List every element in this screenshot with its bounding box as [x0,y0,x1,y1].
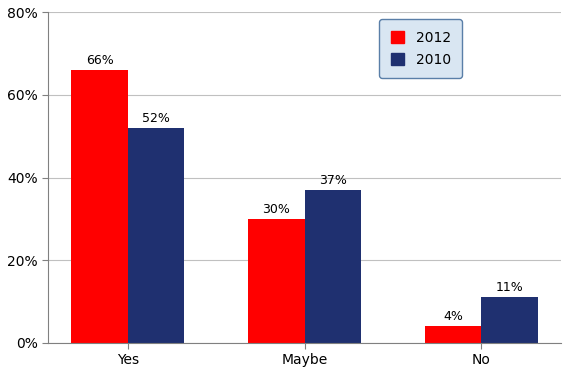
Bar [425,326,481,343]
Bar [72,70,128,343]
Text: 37%: 37% [319,174,347,187]
Bar [248,219,304,343]
Text: 30%: 30% [262,202,290,215]
Text: 11%: 11% [496,281,523,294]
Legend: 2012, 2010: 2012, 2010 [379,19,462,78]
Bar [481,297,538,343]
Text: 52%: 52% [142,112,170,125]
Bar [304,190,361,343]
Bar [128,128,185,343]
Text: 4%: 4% [443,310,463,323]
Text: 66%: 66% [86,54,114,67]
